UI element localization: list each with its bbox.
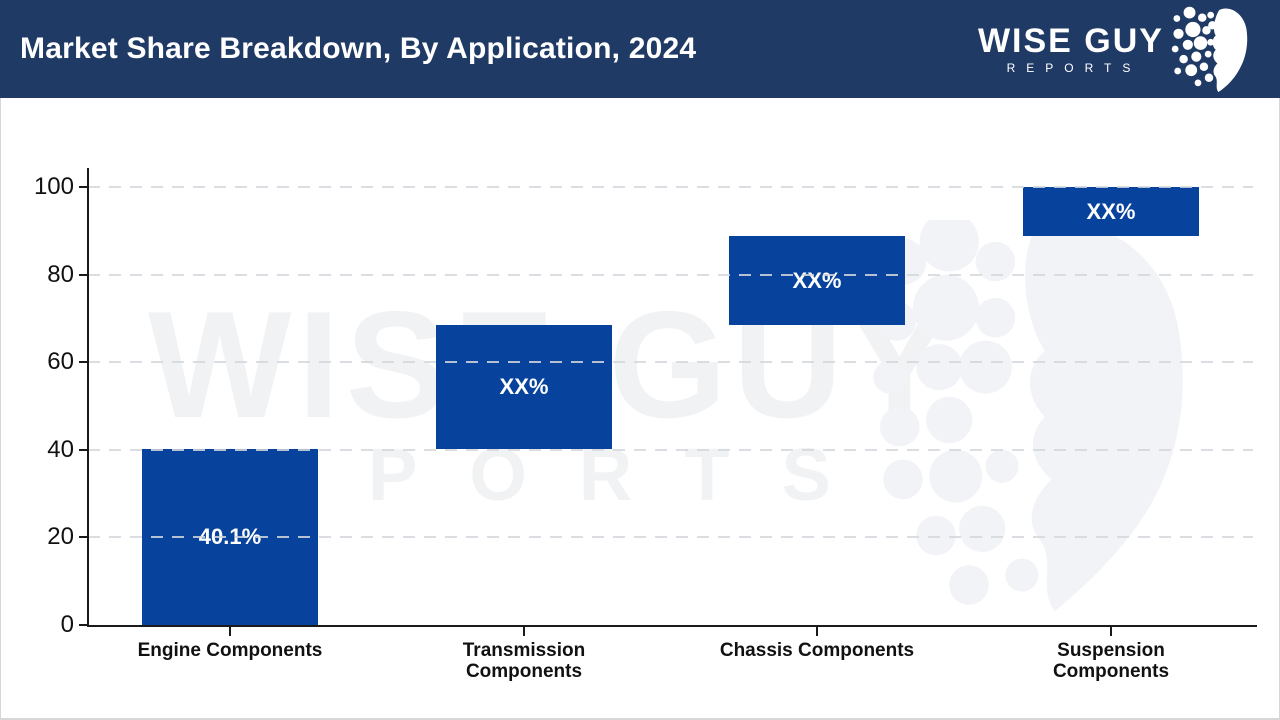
brand-name: WISE GUY xyxy=(977,21,1164,60)
watermark-dotted-head xyxy=(873,220,1183,612)
brand-logo: WISE GUY REPORTS xyxy=(978,5,1252,93)
dotted-head-icon xyxy=(1171,6,1248,93)
brand-subname: REPORTS xyxy=(1006,60,1142,75)
watermark-text-line1: WISE GUY xyxy=(148,280,957,450)
header-bar: Market Share Breakdown, By Application, … xyxy=(0,0,1280,98)
brand-wordmark: WISE GUY REPORTS xyxy=(978,24,1164,75)
watermark-text-line2: PORTS xyxy=(368,433,883,516)
page-title: Market Share Breakdown, By Application, … xyxy=(20,32,697,65)
